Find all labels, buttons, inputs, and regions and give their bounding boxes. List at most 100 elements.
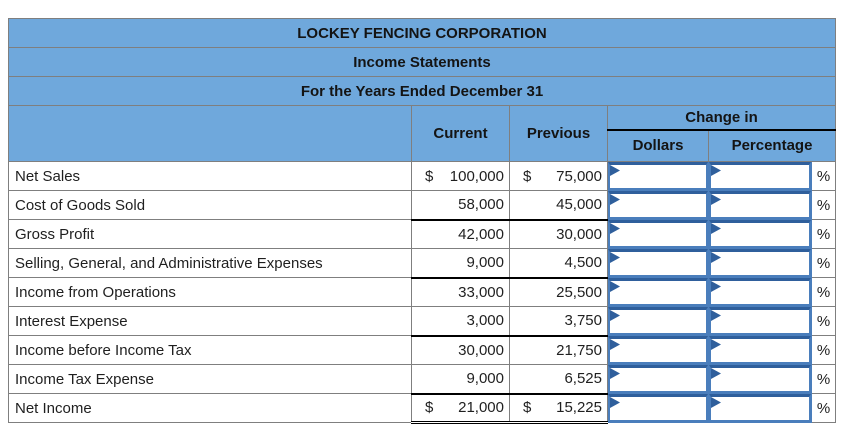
previous-value: 45,000 xyxy=(556,196,602,214)
dollars-input-cell xyxy=(607,364,709,394)
dollars-input-cell xyxy=(607,219,709,249)
input-marker-icon xyxy=(610,223,620,234)
percent-sign: % xyxy=(811,306,836,336)
current-dollar-sign: $ xyxy=(425,399,434,417)
input-marker-icon xyxy=(610,310,620,321)
previous-value-cell: 4,500 xyxy=(509,248,608,278)
dollars-input-box xyxy=(608,220,708,248)
current-value-cell: $ 21,000 xyxy=(411,392,510,424)
col-header-dollars: Dollars xyxy=(607,129,709,162)
table-row: Selling, General, and Administrative Exp… xyxy=(8,248,836,278)
current-value: 33,000 xyxy=(458,283,504,301)
percentage-input-box xyxy=(709,162,811,190)
row-label: Interest Expense xyxy=(8,306,412,336)
previous-value: 4,500 xyxy=(564,254,602,272)
percentage-input-cell xyxy=(708,248,812,278)
previous-value-cell: 30,000 xyxy=(509,218,608,249)
percentage-input[interactable] xyxy=(711,310,809,333)
dollars-input[interactable] xyxy=(610,252,706,275)
income-statement-table: LOCKEY FENCING CORPORATION Income Statem… xyxy=(8,18,836,424)
dollars-input-cell xyxy=(607,190,709,220)
percent-sign: % xyxy=(811,219,836,249)
percentage-input-box xyxy=(709,220,811,248)
input-marker-icon xyxy=(711,310,721,321)
dollars-input-box xyxy=(608,394,708,422)
input-marker-icon xyxy=(610,252,620,263)
dollars-input-box xyxy=(608,307,708,335)
percentage-input[interactable] xyxy=(711,165,809,188)
column-header-row-1: Current Previous Change in xyxy=(8,105,836,162)
dollars-input[interactable] xyxy=(610,223,706,246)
current-value-cell: 30,000 xyxy=(411,334,510,365)
title-row: LOCKEY FENCING CORPORATION xyxy=(8,18,836,48)
col-header-current: Current xyxy=(411,105,510,162)
current-value: 42,000 xyxy=(458,225,504,243)
percentage-input[interactable] xyxy=(711,223,809,246)
row-label: Gross Profit xyxy=(8,219,412,249)
dollars-input[interactable] xyxy=(610,281,706,304)
row-label: Selling, General, and Administrative Exp… xyxy=(8,248,412,278)
percentage-input-box xyxy=(709,249,811,277)
percent-sign: % xyxy=(811,161,836,191)
percent-sign: % xyxy=(811,277,836,307)
current-value-cell: 33,000 xyxy=(411,276,510,307)
previous-value: 6,525 xyxy=(564,370,602,388)
percentage-input[interactable] xyxy=(711,281,809,304)
current-value: 3,000 xyxy=(466,312,504,330)
previous-value-cell: $ 75,000 xyxy=(509,161,608,191)
percentage-input-box xyxy=(709,191,811,219)
dollars-input[interactable] xyxy=(610,368,706,391)
input-marker-icon xyxy=(610,194,620,205)
percentage-input[interactable] xyxy=(711,397,809,420)
current-value: 58,000 xyxy=(458,196,504,214)
previous-value: 30,000 xyxy=(556,225,602,243)
current-value-cell: 9,000 xyxy=(411,364,510,394)
period-title: For the Years Ended December 31 xyxy=(8,76,836,106)
dollars-input[interactable] xyxy=(610,397,706,420)
percentage-input[interactable] xyxy=(711,339,809,362)
percentage-input-cell xyxy=(708,306,812,336)
table-row: Cost of Goods Sold 58,000 45,000 xyxy=(8,190,836,220)
percentage-input-box xyxy=(709,394,811,422)
dollars-input-cell xyxy=(607,161,709,191)
input-marker-icon xyxy=(711,165,721,176)
current-value-cell: 42,000 xyxy=(411,218,510,249)
table-row: Interest Expense 3,000 3,750 % xyxy=(8,306,836,336)
dollars-input[interactable] xyxy=(610,165,706,188)
input-marker-icon xyxy=(711,223,721,234)
row-label: Income Tax Expense xyxy=(8,364,412,394)
current-value: 21,000 xyxy=(458,399,504,417)
previous-value: 21,750 xyxy=(556,341,602,359)
previous-value: 25,500 xyxy=(556,283,602,301)
blank-header-cell xyxy=(8,105,412,162)
dollars-input[interactable] xyxy=(610,339,706,362)
dollars-input-cell xyxy=(607,306,709,336)
percentage-input-cell xyxy=(708,277,812,307)
current-value-cell: 9,000 xyxy=(411,248,510,278)
dollars-input-box xyxy=(608,336,708,364)
previous-value: 3,750 xyxy=(564,312,602,330)
table-row: Income before Income Tax 30,000 21,750 xyxy=(8,334,836,365)
dollars-input-box xyxy=(608,278,708,306)
dollars-input-box xyxy=(608,162,708,190)
percentage-input[interactable] xyxy=(711,194,809,217)
percentage-input[interactable] xyxy=(711,252,809,275)
previous-value-cell: 6,525 xyxy=(509,364,608,394)
table-row: Gross Profit 42,000 30,000 % xyxy=(8,218,836,249)
input-marker-icon xyxy=(610,281,620,292)
input-marker-icon xyxy=(711,281,721,292)
percentage-input-cell xyxy=(708,161,812,191)
dollars-input[interactable] xyxy=(610,194,706,217)
previous-value: 75,000 xyxy=(556,167,602,185)
input-marker-icon xyxy=(711,252,721,263)
percent-sign: % xyxy=(811,335,836,365)
percentage-input-cell xyxy=(708,335,812,365)
input-marker-icon xyxy=(610,397,620,408)
percentage-input[interactable] xyxy=(711,368,809,391)
table-row: Net Sales $ 100,000 $ 75,000 % xyxy=(8,161,836,191)
current-value-cell: 58,000 xyxy=(411,190,510,220)
previous-dollar-sign: $ xyxy=(523,167,532,185)
dollars-input[interactable] xyxy=(610,310,706,333)
input-marker-icon xyxy=(610,368,620,379)
